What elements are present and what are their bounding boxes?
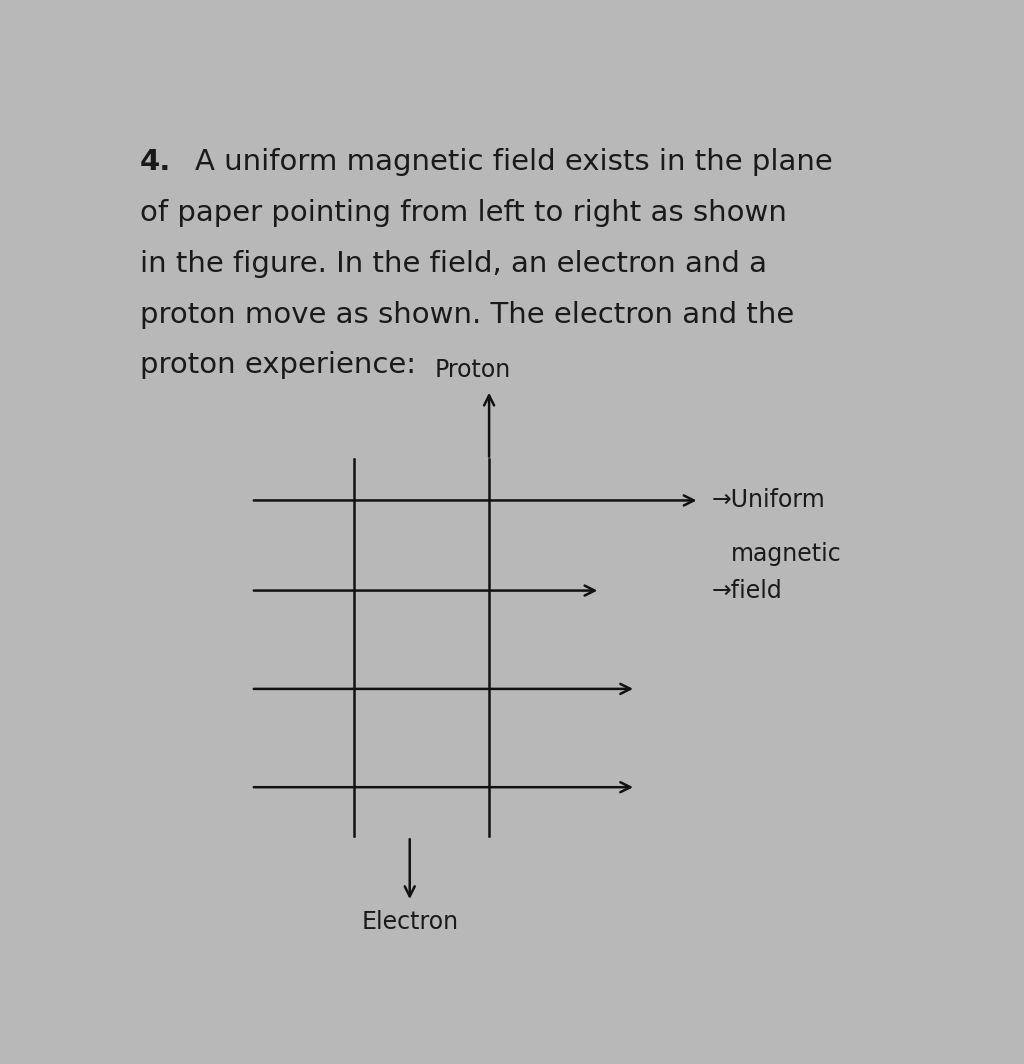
Text: Proton: Proton	[435, 358, 511, 382]
Text: magnetic: magnetic	[731, 542, 842, 566]
Text: →field: →field	[712, 579, 782, 602]
Text: 4.: 4.	[140, 148, 171, 177]
Text: of paper pointing from left to right as shown: of paper pointing from left to right as …	[140, 199, 786, 227]
Text: Electron: Electron	[361, 910, 459, 934]
Text: in the figure. In the field, an electron and a: in the figure. In the field, an electron…	[140, 250, 767, 278]
Text: proton move as shown. The electron and the: proton move as shown. The electron and t…	[140, 300, 795, 329]
Text: proton experience:: proton experience:	[140, 351, 416, 380]
Text: →Uniform: →Uniform	[712, 488, 825, 513]
Text: A uniform magnetic field exists in the plane: A uniform magnetic field exists in the p…	[196, 148, 834, 177]
